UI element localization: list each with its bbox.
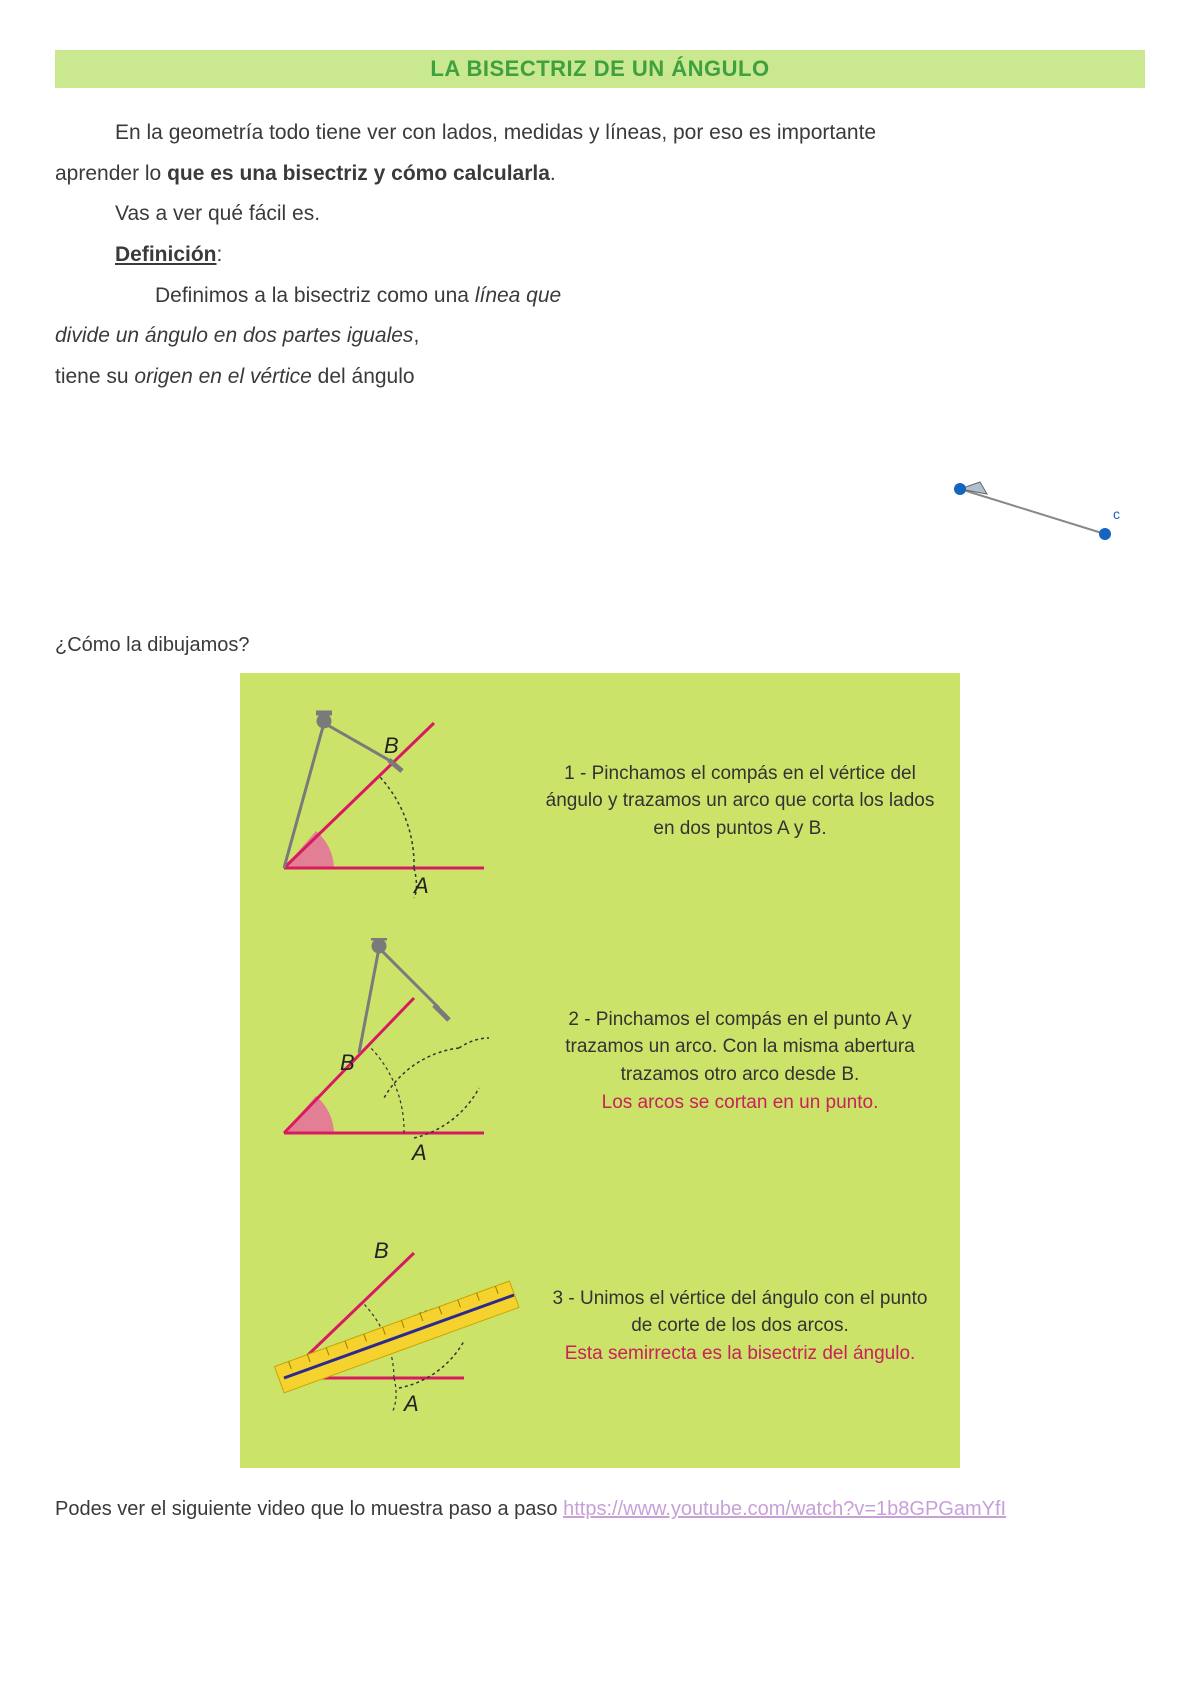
step-row-3: A B 3 - Unimos el vértice del ángulo con… [264,1213,936,1438]
intro-line-2: Vas a ver qué fácil es. [55,197,1145,232]
definition-3-it: origen en el vértice [134,365,311,388]
intro-line-1b-post: . [550,162,556,185]
step-3-main: 3 - Unimos el vértice del ángulo con el … [553,1288,928,1337]
step2-label-B: B [340,1050,355,1075]
step-2-highlight: Los arcos se cortan en un punto. [602,1092,879,1113]
step3-label-B: B [374,1238,389,1263]
step1-label-A: A [412,873,429,898]
step-3-figure: A B [264,1213,524,1438]
intro-line-1a: En la geometría todo tiene ver con lados… [55,116,1145,151]
definition-2-post: , [413,324,419,347]
definition-1-it: línea que [475,284,561,307]
footer-line: Podes ver el siguiente video que lo mues… [55,1498,1145,1521]
step-2-figure: A B [264,938,524,1183]
steps-panel: A B 1 - Pinchamos el compás en el vértic… [240,673,960,1468]
step-2-main: 2 - Pinchamos el compás en el punto A y … [565,1009,915,1085]
page-title: LA BISECTRIZ DE UN ÁNGULO [430,56,769,81]
definition-1-pre: Definimos a la bisectriz como una [155,284,475,307]
small-diagram-zone: c [55,454,1145,594]
intro-line-1b: aprender lo que es una bisectriz y cómo … [55,157,1145,192]
definition-line-3: tiene su origen en el vértice del ángulo [55,360,1145,395]
step2-label-A: A [410,1140,427,1165]
definition-3-pre: tiene su [55,365,134,388]
definition-block: Definimos a la bisectriz como una línea … [55,279,1145,395]
step-3-highlight: Esta semirrecta es la bisectriz del ángu… [565,1343,916,1364]
step-3-text: 3 - Unimos el vértice del ángulo con el … [544,1285,936,1368]
step-1-figure: A B [264,693,524,908]
definition-line-1: Definimos a la bisectriz como una línea … [55,279,1145,314]
definition-2-it: divide un ángulo en dos partes iguales [55,324,413,347]
how-to-draw-question: ¿Cómo la dibujamos? [55,634,1145,657]
definition-label-line: Definición: [55,238,1145,273]
intro-line-1b-bold: que es una bisectriz y cómo calcularla [167,162,550,185]
step-2-text: 2 - Pinchamos el compás en el punto A y … [544,1006,936,1116]
step-1-main: 1 - Pinchamos el compás en el vértice de… [546,763,935,839]
intro-line-1b-pre: aprender lo [55,162,167,185]
step-row-2: A B 2 - Pinchamos el compás en el punto … [264,938,936,1183]
footer-text: Podes ver el siguiente video que lo mues… [55,1498,563,1520]
small-diagram-label-c: c [1113,506,1120,522]
definition-3-post: del ángulo [312,365,415,388]
step-1-text: 1 - Pinchamos el compás en el vértice de… [544,760,936,843]
step-row-1: A B 1 - Pinchamos el compás en el vértic… [264,693,936,908]
small-angle-diagram: c [925,464,1125,564]
definition-colon: : [217,243,223,266]
step3-label-A: A [402,1391,419,1416]
definition-label: Definición [115,243,217,266]
step1-label-B: B [384,733,399,758]
video-link[interactable]: https://www.youtube.com/watch?v=1b8GPGam… [563,1498,1006,1520]
page-title-banner: LA BISECTRIZ DE UN ÁNGULO [55,50,1145,88]
definition-line-2: divide un ángulo en dos partes iguales, [55,319,1145,354]
